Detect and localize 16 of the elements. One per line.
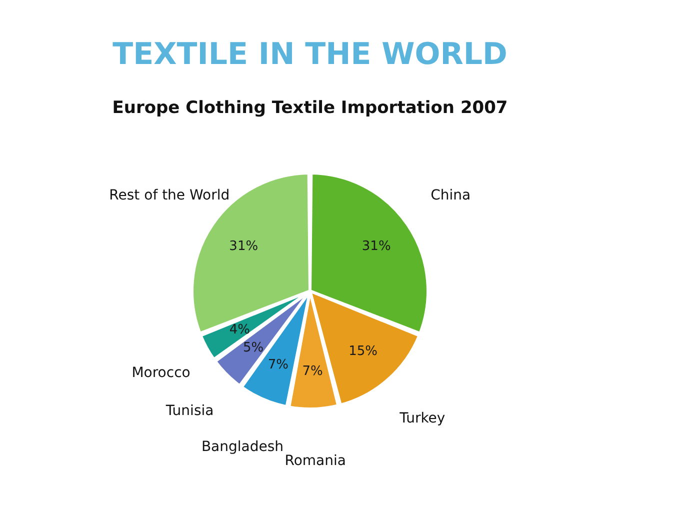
slice-label: Bangladesh [201, 439, 284, 456]
chart-title: TEXTILE IN THE WORLD [112, 37, 508, 72]
data-label: 31% [229, 238, 258, 254]
data-label: 31% [362, 238, 391, 254]
slice-label: China [430, 187, 471, 204]
data-label: 4% [229, 322, 250, 338]
slice-label: Turkey [398, 410, 446, 427]
data-label: 7% [302, 364, 323, 380]
slice-label: Romania [284, 452, 346, 469]
data-label: 7% [268, 358, 288, 373]
slice-label: Rest of the World [109, 187, 230, 204]
data-label: 15% [348, 344, 378, 360]
slice-label: Tunisia [164, 403, 214, 420]
chart-subtitle: Europe Clothing Textile Importation 2007 [112, 98, 508, 118]
slice-label: Morocco [132, 364, 190, 381]
data-label: 5% [242, 340, 264, 356]
